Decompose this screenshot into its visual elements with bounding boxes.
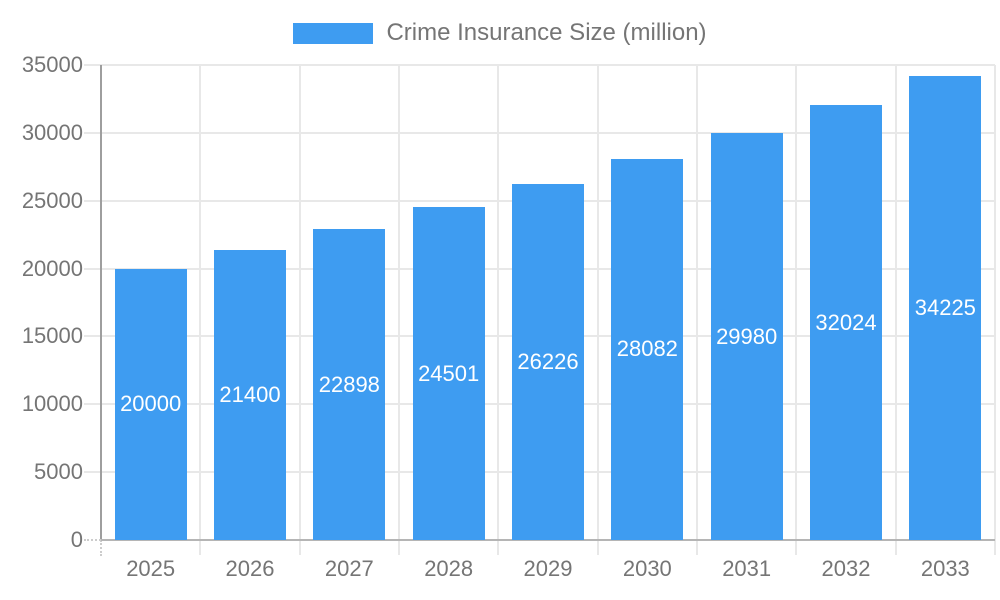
gridline-vertical [398, 65, 400, 555]
x-axis-line [101, 539, 995, 541]
gridline-vertical [199, 65, 202, 555]
bar[interactable] [114, 268, 187, 540]
bar[interactable] [412, 207, 485, 540]
zero-tick [84, 539, 101, 541]
bar[interactable] [710, 133, 783, 540]
gridline-vertical [596, 65, 599, 555]
gridline-horizontal [84, 64, 995, 66]
x-tick-label: 2030 [622, 556, 672, 581]
x-tick-label: 2026 [225, 556, 275, 581]
y-tick-label: 35000 [21, 52, 83, 77]
gridline-vertical [696, 65, 698, 555]
bar[interactable] [909, 75, 982, 540]
bar[interactable] [611, 158, 684, 540]
bar[interactable] [810, 105, 882, 540]
bar[interactable] [512, 184, 584, 540]
gridline-vertical [894, 65, 897, 555]
y-tick-label: 15000 [21, 323, 83, 349]
plot-area: 0 5000 10000 15000 20000 25000 30000 35000 20000… [22, 52, 996, 581]
y-tick-label: 30000 [21, 119, 83, 145]
legend-label: Crime Insurance Size (million) [386, 19, 707, 46]
y-axis-line [100, 65, 102, 540]
bar-value-label: 22898 [318, 371, 380, 397]
x-tick-label: 2032 [821, 556, 871, 581]
y-tick-label: 10000 [21, 391, 83, 417]
bar-value-label: 26226 [517, 349, 579, 375]
bar-value-label: 21400 [219, 381, 281, 407]
x-tick-label: 2033 [920, 556, 970, 581]
gridline-vertical [298, 65, 301, 555]
bar[interactable] [214, 249, 286, 540]
gridline-vertical [795, 65, 798, 555]
y-tick-label: 0 [70, 527, 83, 552]
gridline-vertical [497, 65, 500, 555]
x-tick-label: 2025 [126, 556, 176, 581]
gridline-vertical [994, 65, 996, 555]
bar-value-label: 32024 [815, 309, 877, 335]
y-tick-label: 20000 [21, 255, 83, 281]
x-tick-label: 2029 [523, 556, 573, 581]
legend: Crime Insurance Size (million) [0, 18, 1000, 48]
gridline-horizontal [84, 131, 995, 134]
legend-swatch [293, 22, 374, 44]
x-tick-label: 2031 [722, 556, 772, 581]
x-tick-label: 2027 [324, 556, 374, 581]
bar[interactable] [313, 229, 386, 540]
y-tick-label: 5000 [34, 459, 83, 485]
bar-value-label: 34225 [914, 294, 976, 320]
bar-value-label: 24501 [418, 360, 480, 386]
y-axis-tick-extension [100, 540, 102, 556]
bar-value-label: 20000 [120, 391, 182, 417]
y-tick-label: 25000 [21, 187, 83, 213]
x-tick-label: 2028 [424, 556, 474, 581]
bar-value-label: 28082 [616, 336, 678, 362]
bar-value-label: 29980 [716, 323, 778, 349]
